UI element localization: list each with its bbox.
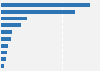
Bar [1,30,12,34]
Bar [1,3,90,7]
Bar [1,23,21,27]
Bar [1,44,8,48]
Bar [1,58,6,61]
Bar [1,37,11,41]
Bar [1,51,7,54]
Bar [1,10,74,13]
Bar [1,64,4,68]
Bar [1,17,27,20]
